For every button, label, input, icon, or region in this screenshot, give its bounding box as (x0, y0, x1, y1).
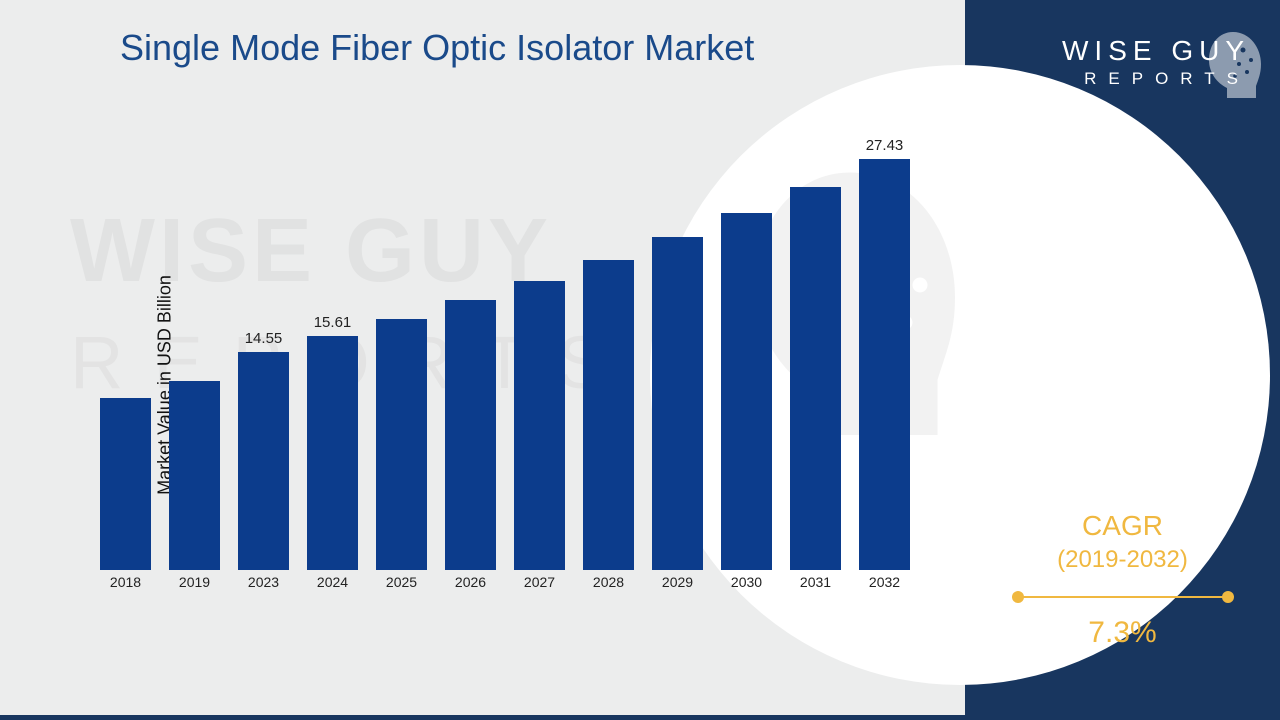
bar-slot (790, 187, 841, 570)
bar-slot: 15.61 (307, 336, 358, 570)
bars-container: 14.55 15.61 27.43 (95, 150, 915, 570)
bar-slot (583, 260, 634, 571)
cagr-divider (1018, 596, 1228, 598)
bar (100, 398, 151, 571)
bottom-strip (0, 715, 965, 720)
bar-chart: Market Value in USD Billion 14.5515.6127… (55, 150, 915, 620)
x-tick-label: 2019 (169, 574, 220, 590)
plot-area: 14.55 15.61 27.43 2018 2019 2023 2024 2025 2026… (95, 150, 915, 590)
bar (445, 300, 496, 570)
x-labels-row: 2018 2019 2023 2024 2025 2026 2027 2028 2029 2030… (95, 574, 915, 590)
x-tick-label: 2029 (652, 574, 703, 590)
bar-value-label: 15.61 (314, 314, 352, 336)
bar-slot: 14.55 (238, 352, 289, 570)
bar (790, 187, 841, 570)
bar-slot (652, 237, 703, 570)
bar (514, 281, 565, 570)
bar-slot (169, 381, 220, 570)
x-tick-label: 2026 (445, 574, 496, 590)
bar (169, 381, 220, 570)
bar-slot (100, 398, 151, 571)
bar-slot (721, 213, 772, 570)
x-tick-label: 2028 (583, 574, 634, 590)
bar (721, 213, 772, 570)
bar-value-label: 14.55 (245, 330, 283, 352)
x-tick-label: 2024 (307, 574, 358, 590)
bar (583, 260, 634, 571)
chart-title: Single Mode Fiber Optic Isolator Market (120, 25, 820, 70)
x-tick-label: 2018 (100, 574, 151, 590)
x-tick-label: 2030 (721, 574, 772, 590)
logo-head-icon (1205, 30, 1265, 100)
x-tick-label: 2027 (514, 574, 565, 590)
bar-slot: 27.43 (859, 159, 910, 570)
bar (859, 159, 910, 570)
cagr-title: CAGR (1010, 510, 1235, 542)
bar-slot (445, 300, 496, 570)
bar-slot (376, 319, 427, 570)
cagr-period: (2019-2032) (1010, 546, 1235, 574)
x-tick-label: 2023 (238, 574, 289, 590)
bar (652, 237, 703, 570)
x-tick-label: 2031 (790, 574, 841, 590)
bar (307, 336, 358, 570)
cagr-value: 7.3% (1010, 616, 1235, 650)
x-tick-label: 2025 (376, 574, 427, 590)
bar (238, 352, 289, 570)
cagr-block: CAGR (2019-2032) 7.3% (1010, 510, 1235, 650)
bar (376, 319, 427, 570)
x-tick-label: 2032 (859, 574, 910, 590)
bar-value-label: 27.43 (866, 137, 904, 159)
bar-slot (514, 281, 565, 570)
